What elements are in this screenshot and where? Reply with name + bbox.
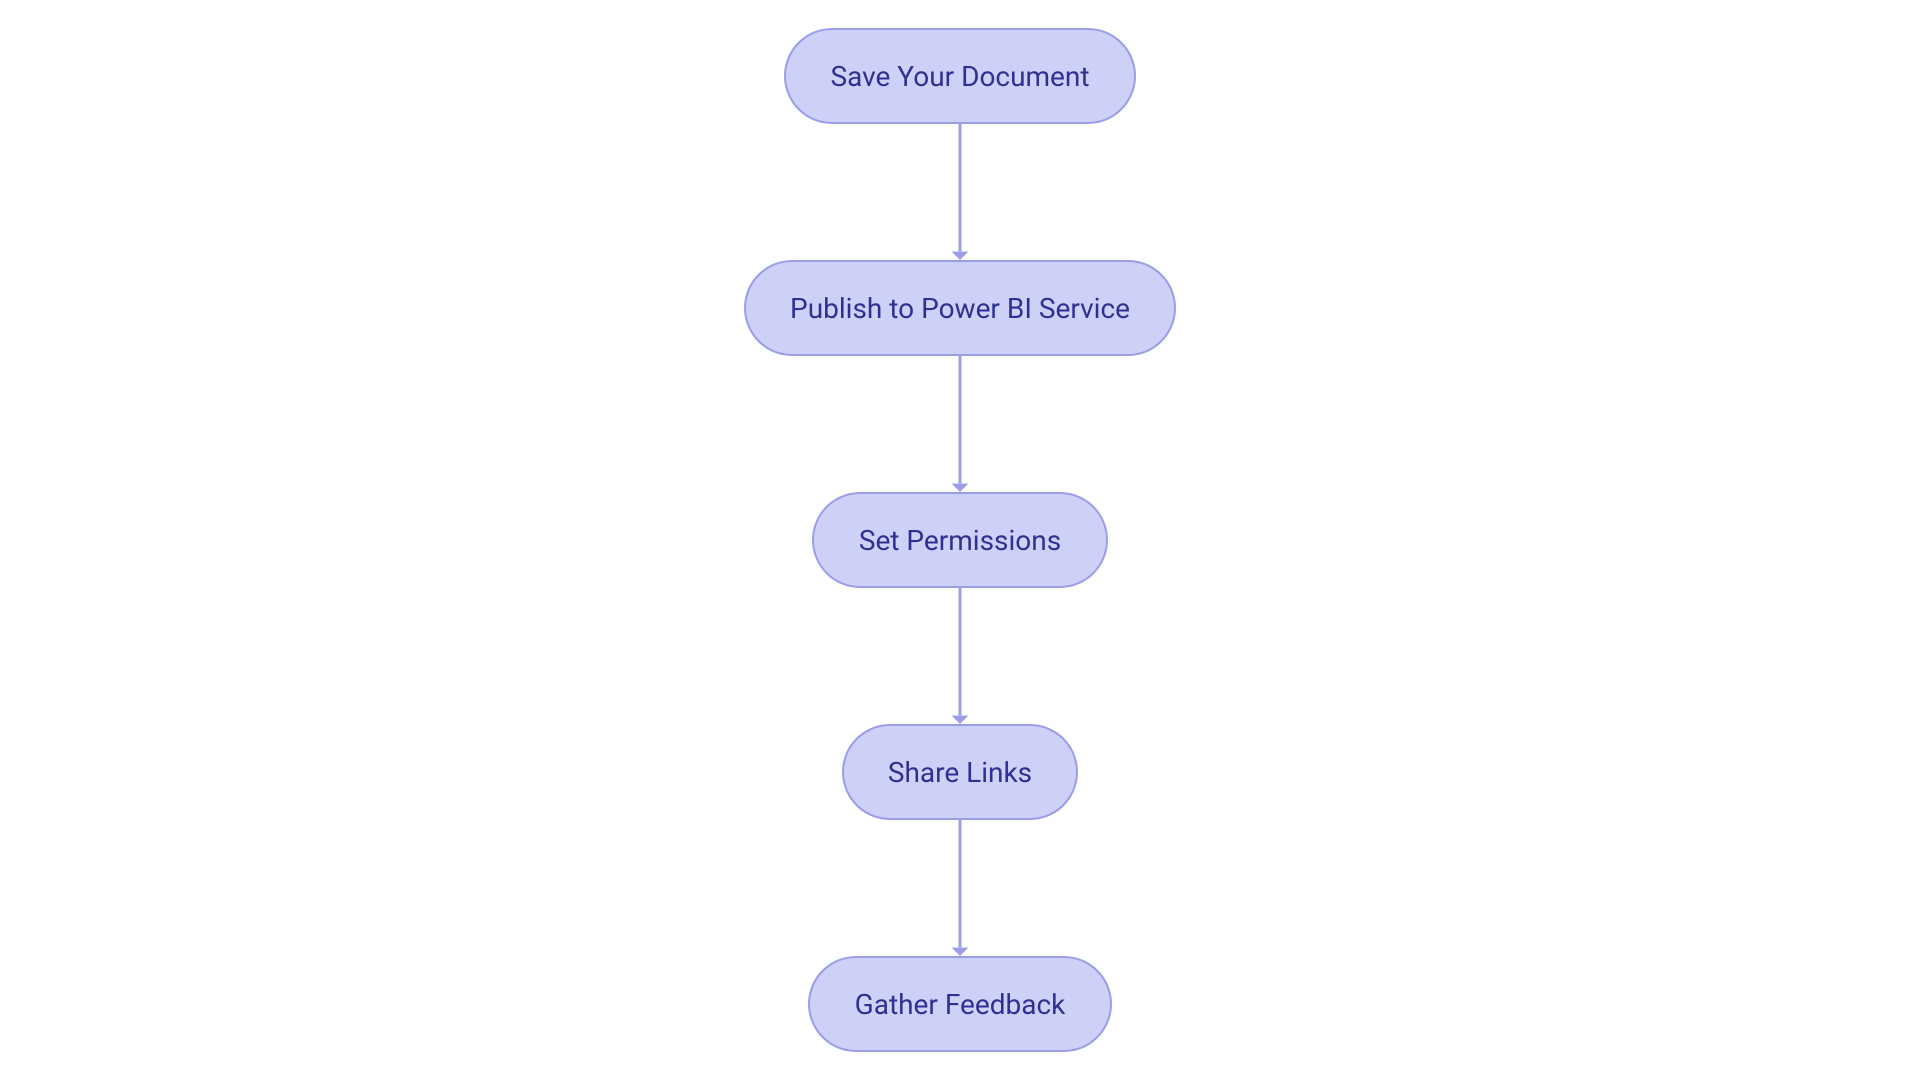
flow-node-label: Share Links <box>888 756 1032 789</box>
flow-edge <box>940 586 980 726</box>
flow-node: Save Your Document <box>784 28 1136 124</box>
flowchart-canvas: Save Your Document Publish to Power BI Se… <box>0 0 1920 1083</box>
flow-node-label: Gather Feedback <box>855 988 1066 1021</box>
flow-node: Share Links <box>842 724 1078 820</box>
flow-node-label: Set Permissions <box>859 524 1061 557</box>
flow-node: Gather Feedback <box>808 956 1112 1052</box>
flow-edge <box>940 354 980 494</box>
flow-node-label: Save Your Document <box>830 60 1089 93</box>
flow-edge <box>940 122 980 262</box>
flow-node: Set Permissions <box>812 492 1108 588</box>
flow-node: Publish to Power BI Service <box>744 260 1176 356</box>
flow-node-label: Publish to Power BI Service <box>790 292 1130 325</box>
flow-edge <box>940 818 980 958</box>
